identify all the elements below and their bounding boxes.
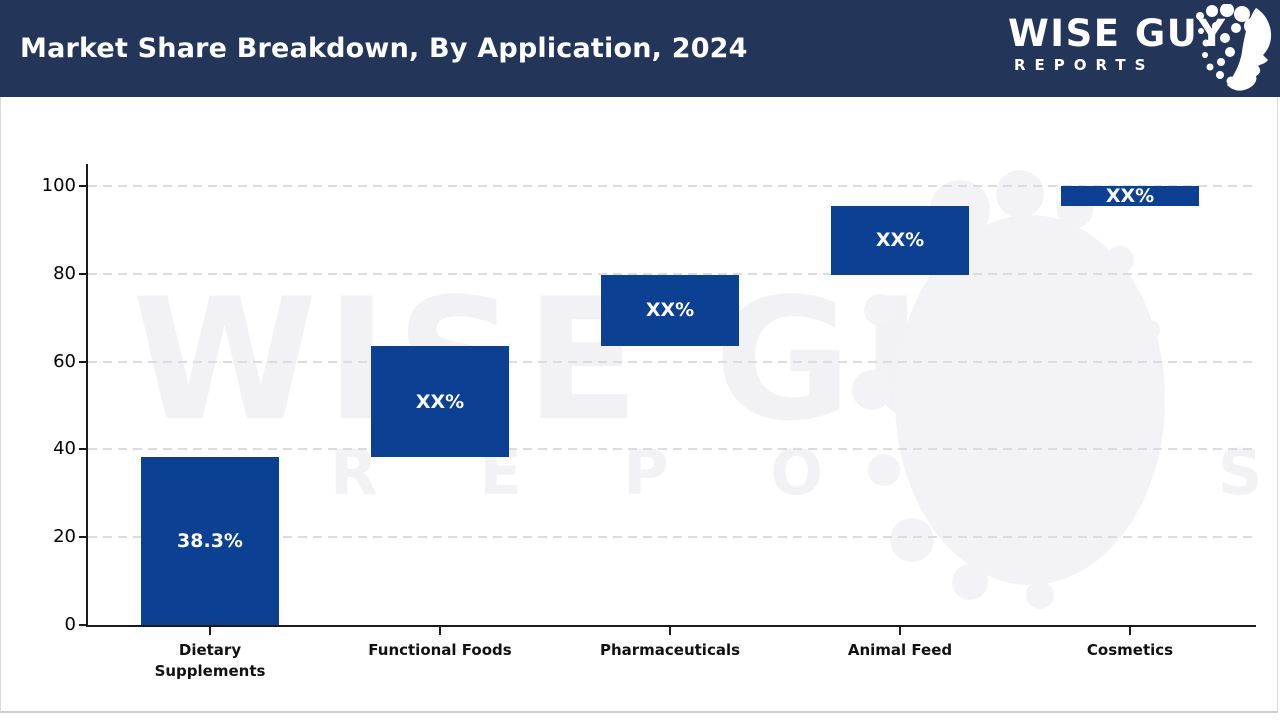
- y-tick-40: [79, 448, 88, 451]
- page-title: Market Share Breakdown, By Application, …: [20, 33, 748, 64]
- x-category-label-1: Functional Foods: [368, 641, 512, 659]
- gridline-100: [88, 185, 1256, 187]
- gridline-60: [88, 360, 1256, 363]
- y-tick-label-20: 20: [53, 526, 76, 548]
- bar-value-label: XX%: [1105, 186, 1155, 206]
- x-tick-2: [669, 627, 671, 635]
- dotted-head-icon: [1196, 4, 1272, 91]
- y-tick-label-60: 60: [53, 350, 76, 372]
- y-axis-line: [86, 164, 88, 627]
- x-tick-3: [899, 627, 901, 635]
- x-category-label-2: Pharmaceuticals: [599, 641, 741, 659]
- bar-value-label: XX%: [875, 229, 925, 252]
- x-axis-line: [86, 625, 1256, 627]
- logo-text-wiseguy: WISE GUY: [1008, 12, 1227, 55]
- bar-dietary-supplements: 38.3%: [141, 456, 279, 625]
- x-tick-0: [209, 627, 211, 635]
- y-tick-80: [79, 272, 88, 275]
- x-category-label-0: Dietary Supplements: [154, 641, 266, 680]
- y-tick-label-80: 80: [53, 262, 76, 284]
- bar-functional-foods: XX%: [371, 346, 509, 457]
- gridline-40: [88, 448, 1256, 451]
- x-tick-1: [439, 627, 441, 635]
- bar-value-label: XX%: [645, 299, 695, 322]
- x-category-label-4: Cosmetics: [1086, 641, 1174, 659]
- y-tick-label-100: 100: [41, 175, 76, 196]
- y-tick-100: [79, 185, 88, 187]
- bar-value-label: XX%: [415, 390, 465, 413]
- y-tick-60: [79, 360, 88, 363]
- logo-text-reports: REPORTS: [1014, 56, 1154, 74]
- x-category-label-3: Animal Feed: [847, 641, 953, 659]
- header-bar: Market Share Breakdown, By Application, …: [0, 0, 1280, 97]
- bar-value-label: 38.3%: [177, 529, 243, 552]
- gridline-20: [88, 536, 1256, 539]
- gridline-80: [88, 272, 1256, 275]
- bar-animal-feed: XX%: [831, 205, 969, 275]
- y-tick-label-0: 0: [64, 614, 76, 635]
- wise-guy-reports-logo: WISE GUY REPORTS: [1008, 4, 1272, 91]
- y-tick-label-40: 40: [53, 438, 76, 460]
- bar-pharmaceuticals: XX%: [601, 274, 739, 347]
- y-tick-20: [79, 536, 88, 539]
- bar-cosmetics: XX%: [1061, 186, 1199, 206]
- x-tick-4: [1129, 627, 1131, 635]
- y-tick-0: [79, 624, 88, 626]
